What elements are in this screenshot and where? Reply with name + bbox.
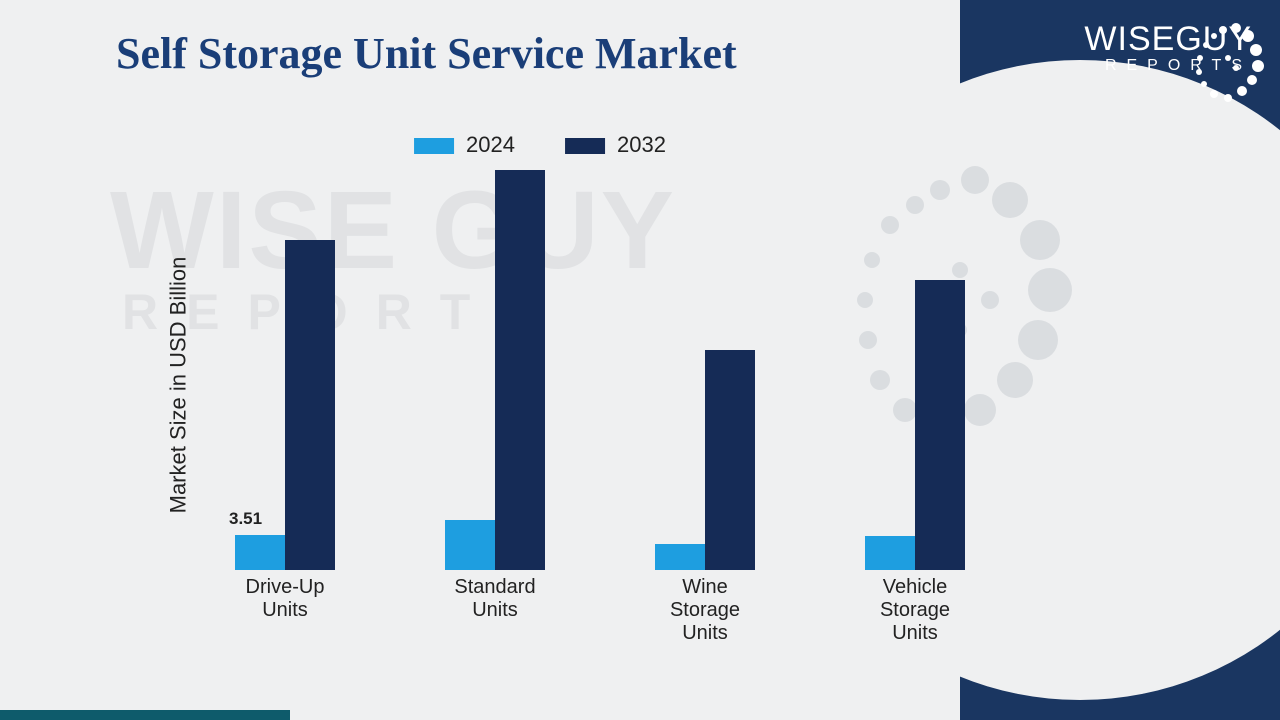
logo-line2: REPORTS bbox=[1084, 57, 1252, 75]
bar-2032-0 bbox=[285, 240, 335, 570]
legend-item-2032: 2032 bbox=[565, 132, 666, 158]
cat-label-3: VehicleStorageUnits bbox=[838, 576, 992, 645]
legend-item-2024: 2024 bbox=[414, 132, 515, 158]
legend-swatch-2024 bbox=[414, 138, 454, 154]
legend: 2024 2032 bbox=[414, 132, 666, 158]
logo-line1: WISEGUY bbox=[1084, 20, 1252, 59]
bar-2032-1 bbox=[495, 170, 545, 570]
bar-2032-2 bbox=[705, 350, 755, 570]
legend-label-2024: 2024 bbox=[466, 132, 515, 157]
brand-logo: WISEGUY REPORTS bbox=[1084, 20, 1252, 75]
chart-title: Self Storage Unit Service Market bbox=[116, 28, 737, 79]
bar-2024-0 bbox=[235, 535, 285, 570]
bar-2024-1 bbox=[445, 520, 495, 570]
plot: Drive-UpUnitsStandardUnitsWineStorageUni… bbox=[150, 170, 990, 570]
logo-word-wise: WISE bbox=[1084, 20, 1175, 58]
cat-label-0: Drive-UpUnits bbox=[208, 576, 362, 622]
value-label: 3.51 bbox=[229, 509, 262, 529]
cat-label-1: StandardUnits bbox=[418, 576, 572, 622]
legend-swatch-2032 bbox=[565, 138, 605, 154]
bar-2024-2 bbox=[655, 544, 705, 570]
logo-word-guy: GUY bbox=[1175, 20, 1252, 58]
bar-2024-3 bbox=[865, 536, 915, 570]
bar-2032-3 bbox=[915, 280, 965, 570]
chart-area: Market Size in USD Billion 2024 2032 Dri… bbox=[90, 150, 990, 620]
stage: Self Storage Unit Service Market WISE GU… bbox=[0, 0, 1280, 720]
legend-label-2032: 2032 bbox=[617, 132, 666, 157]
bottom-strip bbox=[0, 710, 290, 720]
cat-label-2: WineStorageUnits bbox=[628, 576, 782, 645]
